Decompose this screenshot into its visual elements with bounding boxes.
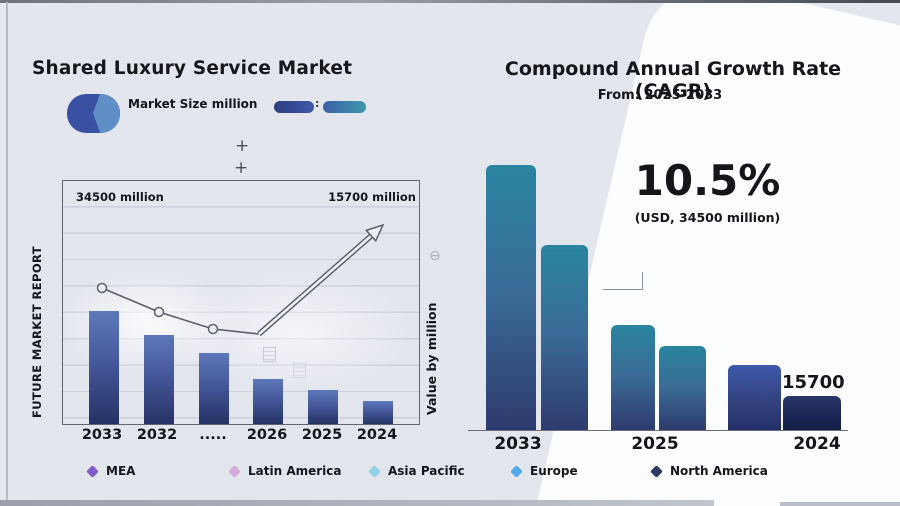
cagr-bar-primary bbox=[728, 364, 781, 431]
europe-diamond-icon bbox=[510, 464, 523, 478]
x-tick-ellipsis: ..... bbox=[199, 427, 227, 443]
legend-label: Europe bbox=[530, 464, 578, 478]
cagr-bar-secondary bbox=[541, 244, 588, 431]
legend-label: Asia Pacific bbox=[388, 464, 465, 478]
market-size-chart: 34500 million 15700 million bbox=[62, 180, 420, 425]
chart-end-value: 15700 million bbox=[328, 190, 416, 204]
value-label-15700: 15700 bbox=[782, 372, 845, 393]
cagr-x-axis bbox=[468, 430, 848, 431]
x-tick-2033: 2033 bbox=[81, 427, 123, 443]
legend-item-asia-pacific: Asia Pacific bbox=[368, 464, 465, 478]
x-tick-2026: 2026 bbox=[246, 427, 288, 443]
plus-icon: + bbox=[234, 158, 249, 178]
market-size-bar bbox=[363, 401, 393, 424]
cagr-bar-primary bbox=[611, 324, 655, 431]
step-connector-line bbox=[603, 272, 643, 290]
cagr-subtitle: From: 2025-2033 bbox=[597, 88, 723, 103]
legend-item-europe: Europe bbox=[510, 464, 578, 478]
market-size-label: Market Size million bbox=[128, 97, 258, 111]
market-size-bar bbox=[198, 352, 229, 424]
database-cylinder-icon bbox=[67, 94, 120, 133]
legend-item-north-america: North America bbox=[650, 464, 768, 478]
page-title: Shared Luxury Service Market bbox=[32, 58, 353, 79]
top-border bbox=[0, 0, 900, 3]
asia-pacific-diamond-icon bbox=[368, 464, 381, 478]
gradient-pill-right bbox=[323, 101, 366, 113]
bottom-border-right bbox=[780, 502, 900, 506]
cagr-tick-2033: 2033 bbox=[494, 434, 542, 454]
cagr-note: (USD, 34500 million) bbox=[634, 210, 781, 225]
x-tick-2032: 2032 bbox=[136, 427, 178, 443]
cagr-rate: 10.5% bbox=[634, 156, 781, 205]
x-tick-2024: 2024 bbox=[356, 427, 398, 443]
document-watermark-icon bbox=[263, 347, 276, 362]
circled-minus-icon: ⊖ bbox=[429, 248, 441, 264]
latin-america-diamond-icon bbox=[228, 464, 241, 478]
future-market-report-label: FUTURE MARKET REPORT bbox=[30, 245, 44, 418]
cagr-tick-2025: 2025 bbox=[631, 434, 679, 454]
value-by-million-label: Value by million bbox=[424, 302, 439, 415]
left-border bbox=[6, 2, 8, 500]
cagr-bar-primary bbox=[486, 165, 536, 431]
chart-max-value: 34500 million bbox=[76, 190, 164, 204]
bottom-border-left bbox=[0, 500, 714, 506]
legend-label: Latin America bbox=[248, 464, 342, 478]
north-america-diamond-icon bbox=[650, 464, 663, 478]
legend-item-latin-america: Latin America bbox=[228, 464, 342, 478]
plus-icon: + bbox=[235, 136, 250, 156]
cagr-bar-secondary bbox=[659, 345, 706, 431]
market-size-bar bbox=[143, 334, 174, 424]
market-size-bar bbox=[308, 390, 339, 424]
market-size-bar bbox=[89, 311, 119, 424]
document-watermark-icon bbox=[293, 363, 306, 378]
cagr-title: Compound Annual Growth Rate (CAGR) bbox=[504, 58, 842, 102]
market-size-bar bbox=[253, 378, 284, 424]
x-tick-2025: 2025 bbox=[301, 427, 343, 443]
legend-label: MEA bbox=[106, 464, 136, 478]
legend-label: North America bbox=[670, 464, 768, 478]
mea-diamond-icon bbox=[86, 464, 99, 478]
pill-colon: : bbox=[315, 97, 320, 110]
cagr-tick-2024: 2024 bbox=[793, 434, 841, 454]
cagr-bar-secondary bbox=[783, 396, 841, 431]
cagr-bars bbox=[462, 160, 854, 431]
gradient-pill-left bbox=[274, 101, 314, 113]
legend-item-mea: MEA bbox=[86, 464, 136, 478]
